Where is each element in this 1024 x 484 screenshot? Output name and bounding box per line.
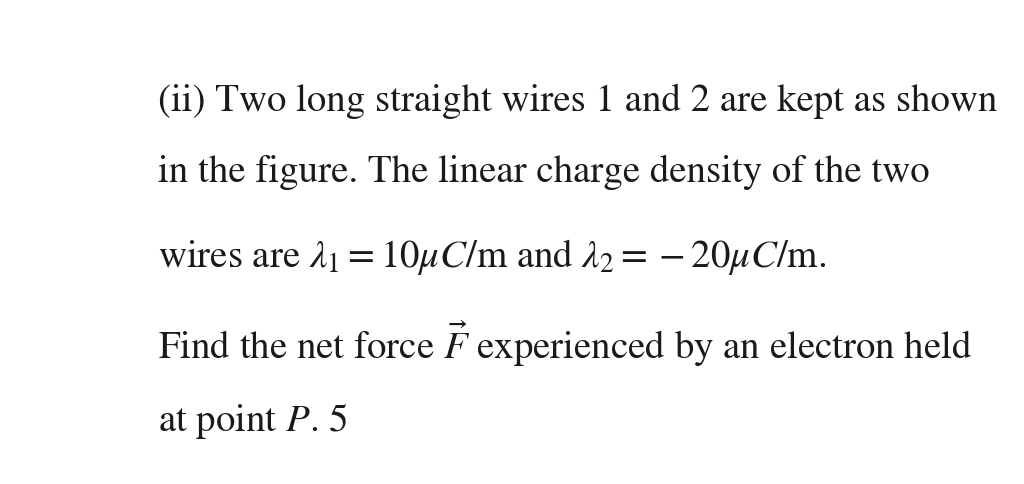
Text: Find the net force $\vec{F}$ experienced by an electron held: Find the net force $\vec{F}$ experienced… [158, 319, 973, 369]
Text: at point $P$. 5: at point $P$. 5 [158, 401, 348, 441]
Text: wires are $\lambda_1 = 10\mu C/\mathrm{m}$ and $\lambda_2 = -20\mu C/\mathrm{m}$: wires are $\lambda_1 = 10\mu C/\mathrm{m… [158, 237, 826, 277]
Text: in the figure. The linear charge density of the two: in the figure. The linear charge density… [158, 155, 930, 190]
Text: (ii) Two long straight wires 1 and 2 are kept as shown: (ii) Two long straight wires 1 and 2 are… [158, 84, 997, 120]
